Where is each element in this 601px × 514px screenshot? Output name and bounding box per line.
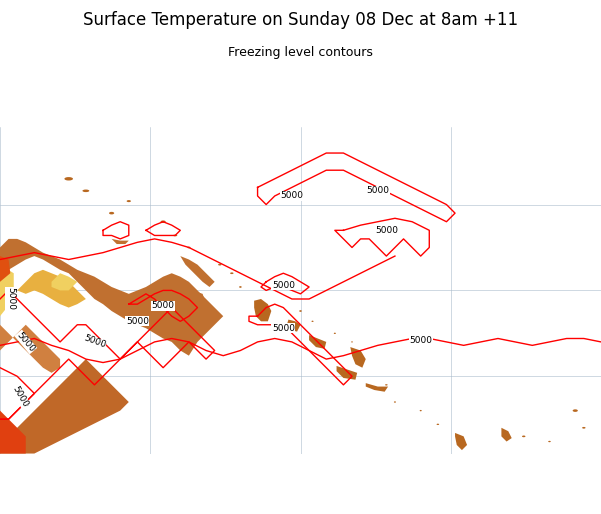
Ellipse shape bbox=[109, 212, 114, 214]
Ellipse shape bbox=[82, 190, 90, 192]
Polygon shape bbox=[112, 239, 129, 244]
Text: 5000: 5000 bbox=[82, 334, 107, 350]
Text: 5000: 5000 bbox=[272, 324, 295, 333]
Ellipse shape bbox=[419, 410, 422, 411]
Ellipse shape bbox=[394, 401, 396, 402]
Ellipse shape bbox=[334, 333, 336, 334]
Ellipse shape bbox=[239, 286, 242, 288]
Polygon shape bbox=[17, 270, 86, 307]
Text: 5000: 5000 bbox=[281, 192, 304, 200]
Ellipse shape bbox=[385, 384, 388, 386]
Text: 5000: 5000 bbox=[6, 287, 15, 310]
Text: Surface Temperature on Sunday 08 Dec at 8am +11: Surface Temperature on Sunday 08 Dec at … bbox=[83, 11, 518, 29]
Text: 5000: 5000 bbox=[375, 226, 398, 235]
Polygon shape bbox=[0, 273, 60, 373]
Polygon shape bbox=[180, 256, 215, 287]
Ellipse shape bbox=[64, 177, 73, 180]
Ellipse shape bbox=[522, 435, 525, 437]
Polygon shape bbox=[0, 256, 10, 282]
Ellipse shape bbox=[160, 221, 166, 223]
Ellipse shape bbox=[218, 264, 222, 266]
Ellipse shape bbox=[311, 321, 314, 322]
Polygon shape bbox=[337, 366, 357, 380]
Polygon shape bbox=[52, 273, 78, 290]
Text: 5000: 5000 bbox=[366, 186, 389, 195]
Polygon shape bbox=[254, 299, 271, 321]
Text: 5000: 5000 bbox=[151, 301, 175, 310]
Ellipse shape bbox=[127, 200, 131, 202]
Polygon shape bbox=[309, 335, 326, 349]
Polygon shape bbox=[0, 265, 14, 316]
Polygon shape bbox=[0, 351, 129, 453]
Polygon shape bbox=[287, 320, 300, 332]
Ellipse shape bbox=[436, 424, 439, 425]
Polygon shape bbox=[501, 428, 511, 442]
Ellipse shape bbox=[230, 272, 234, 274]
Polygon shape bbox=[0, 411, 26, 453]
Text: Freezing level contours: Freezing level contours bbox=[228, 46, 373, 59]
Polygon shape bbox=[0, 239, 223, 356]
Ellipse shape bbox=[299, 310, 302, 312]
Ellipse shape bbox=[582, 427, 585, 429]
Text: 5000: 5000 bbox=[11, 384, 30, 409]
Ellipse shape bbox=[548, 441, 551, 442]
Ellipse shape bbox=[573, 409, 578, 412]
Ellipse shape bbox=[173, 234, 177, 236]
Polygon shape bbox=[350, 347, 366, 368]
Text: 5000: 5000 bbox=[272, 281, 295, 290]
Polygon shape bbox=[455, 433, 467, 450]
Ellipse shape bbox=[187, 247, 191, 248]
Text: 5000: 5000 bbox=[409, 336, 432, 345]
Polygon shape bbox=[138, 287, 206, 316]
Polygon shape bbox=[366, 383, 388, 392]
Polygon shape bbox=[477, 458, 487, 479]
Ellipse shape bbox=[351, 341, 353, 342]
Text: 5000: 5000 bbox=[126, 317, 149, 326]
Text: 5000: 5000 bbox=[15, 330, 37, 354]
